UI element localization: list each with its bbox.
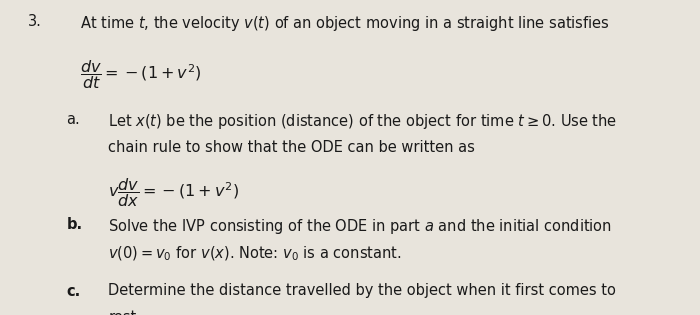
Text: b.: b.: [66, 217, 83, 232]
Text: 3.: 3.: [28, 14, 42, 29]
Text: c.: c.: [66, 284, 80, 299]
Text: chain rule to show that the ODE can be written as: chain rule to show that the ODE can be w…: [108, 140, 475, 155]
Text: Determine the distance travelled by the object when it first comes to: Determine the distance travelled by the …: [108, 284, 617, 299]
Text: Solve the IVP consisting of the ODE in part $a$ and the initial condition: Solve the IVP consisting of the ODE in p…: [108, 217, 612, 236]
Text: $v(0) = v_0$ for $v(x)$. Note: $v_0$ is a constant.: $v(0) = v_0$ for $v(x)$. Note: $v_0$ is …: [108, 244, 402, 262]
Text: $\dfrac{dv}{dt} = -(1 + v^2)$: $\dfrac{dv}{dt} = -(1 + v^2)$: [80, 58, 202, 91]
Text: $v\dfrac{dv}{dx} = -(1 + v^2)$: $v\dfrac{dv}{dx} = -(1 + v^2)$: [108, 176, 239, 209]
Text: Let $x(t)$ be the position (distance) of the object for time $t \geq 0$. Use the: Let $x(t)$ be the position (distance) of…: [108, 112, 618, 131]
Text: rest.: rest.: [108, 310, 141, 315]
Text: At time $t$, the velocity $v(t)$ of an object moving in a straight line satisfie: At time $t$, the velocity $v(t)$ of an o…: [80, 14, 610, 33]
Text: a.: a.: [66, 112, 80, 127]
